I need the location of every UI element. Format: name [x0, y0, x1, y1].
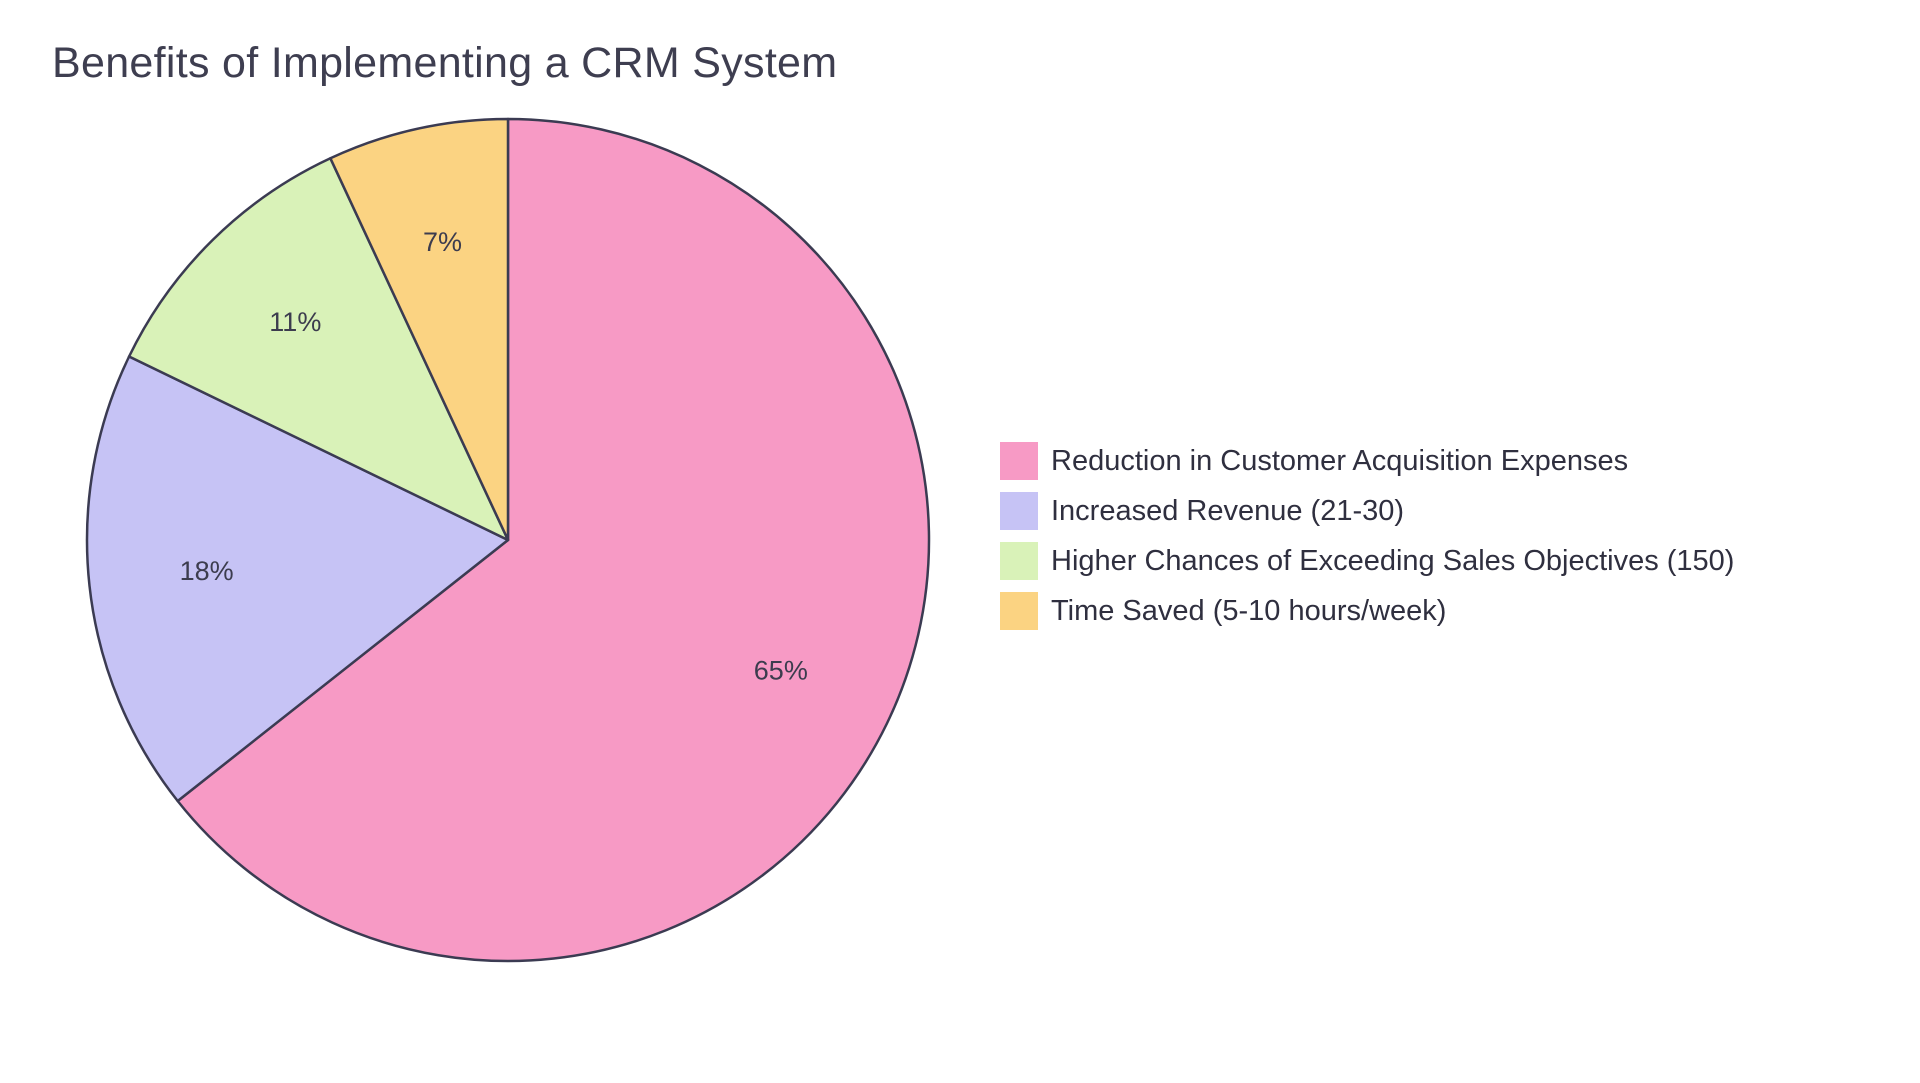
pie-slice-0[interactable]: [176, 117, 931, 963]
legend-item-1[interactable]: Increased Revenue (21-30): [1000, 486, 1734, 536]
legend-item-3[interactable]: Time Saved (5-10 hours/week): [1000, 586, 1734, 636]
slice-percent-label: 65%: [754, 655, 808, 685]
legend-label: Higher Chances of Exceeding Sales Object…: [1051, 544, 1735, 577]
pie-slice-2[interactable]: [127, 157, 510, 542]
legend-label: Time Saved (5-10 hours/week): [1051, 594, 1447, 627]
legend-swatch: [1000, 492, 1038, 530]
pie-chart: 65% 18% 11% 7%: [85, 117, 931, 963]
legend: Reduction in Customer Acquisition Expens…: [1000, 436, 1734, 636]
slice-percent-label: 18%: [180, 556, 234, 586]
pie-slice-1[interactable]: [85, 355, 510, 803]
legend-item-2[interactable]: Higher Chances of Exceeding Sales Object…: [1000, 536, 1734, 586]
legend-swatch: [1000, 442, 1038, 480]
legend-label: Increased Revenue (21-30): [1051, 494, 1405, 527]
legend-label: Reduction in Customer Acquisition Expens…: [1051, 444, 1629, 477]
chart-title: Benefits of Implementing a CRM System: [52, 39, 838, 87]
slice-percent-label: 7%: [423, 227, 462, 257]
pie-slice-3[interactable]: [329, 117, 510, 542]
legend-item-0[interactable]: Reduction in Customer Acquisition Expens…: [1000, 436, 1734, 486]
legend-swatch: [1000, 592, 1038, 630]
legend-swatch: [1000, 542, 1038, 580]
slice-percent-label: 11%: [269, 307, 321, 337]
